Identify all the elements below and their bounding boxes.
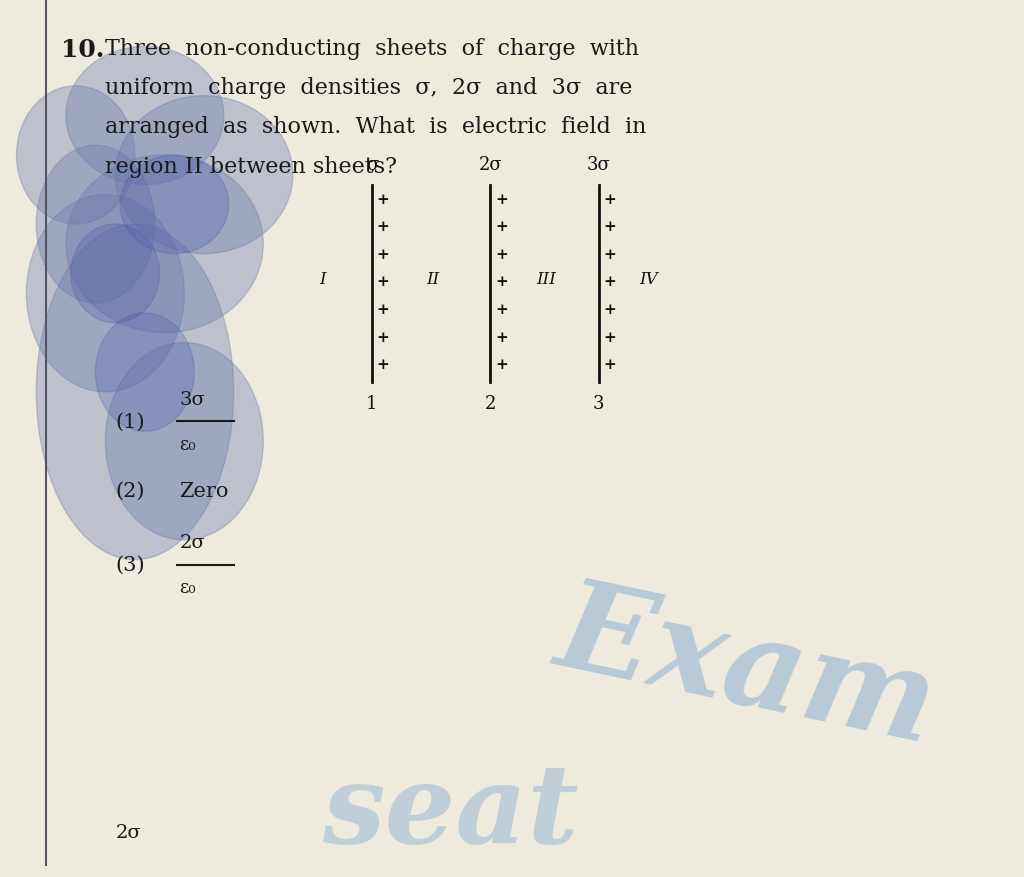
Text: +: + xyxy=(377,247,389,261)
Text: 3: 3 xyxy=(593,395,604,412)
Ellipse shape xyxy=(105,343,263,540)
Ellipse shape xyxy=(95,313,195,431)
Text: +: + xyxy=(377,303,389,317)
Text: 10.: 10. xyxy=(61,38,104,61)
Text: +: + xyxy=(496,193,508,207)
Text: +: + xyxy=(496,358,508,372)
Text: 3σ: 3σ xyxy=(587,155,610,174)
Text: 3σ: 3σ xyxy=(179,390,205,408)
Text: +: + xyxy=(496,303,508,317)
Text: +: + xyxy=(604,275,616,289)
Text: 2: 2 xyxy=(484,395,496,412)
Ellipse shape xyxy=(16,87,135,225)
Text: uniform  charge  densities  σ,  2σ  and  3σ  are: uniform charge densities σ, 2σ and 3σ ar… xyxy=(105,77,633,99)
Text: ε₀: ε₀ xyxy=(179,436,196,453)
Text: (3): (3) xyxy=(116,555,144,574)
Text: +: + xyxy=(496,330,508,344)
Ellipse shape xyxy=(71,225,160,324)
Text: +: + xyxy=(604,303,616,317)
Text: +: + xyxy=(377,275,389,289)
Text: Three  non-conducting  sheets  of  charge  with: Three non-conducting sheets of charge wi… xyxy=(105,38,639,60)
Ellipse shape xyxy=(120,156,228,254)
Text: (2): (2) xyxy=(116,481,144,501)
Ellipse shape xyxy=(66,156,263,333)
Text: +: + xyxy=(377,220,389,234)
Ellipse shape xyxy=(36,225,233,560)
Text: region II between sheets?: region II between sheets? xyxy=(105,156,397,178)
Text: +: + xyxy=(604,193,616,207)
Text: IV: IV xyxy=(639,270,657,288)
Text: (1): (1) xyxy=(116,412,144,431)
Text: +: + xyxy=(496,247,508,261)
Text: +: + xyxy=(377,358,389,372)
Text: 1: 1 xyxy=(367,395,378,412)
Text: 2σ: 2σ xyxy=(116,823,141,841)
Text: ε₀: ε₀ xyxy=(179,579,196,596)
Text: +: + xyxy=(604,358,616,372)
Text: 2σ: 2σ xyxy=(478,155,502,174)
Text: III: III xyxy=(537,270,556,288)
Text: +: + xyxy=(496,220,508,234)
Text: σ: σ xyxy=(366,155,378,174)
Text: Zero: Zero xyxy=(179,481,228,501)
Text: I: I xyxy=(319,270,326,288)
Text: +: + xyxy=(604,247,616,261)
Text: arranged  as  shown.  What  is  electric  field  in: arranged as shown. What is electric fiel… xyxy=(105,117,647,139)
Text: Exam: Exam xyxy=(547,569,947,767)
Ellipse shape xyxy=(27,196,184,392)
Text: II: II xyxy=(426,270,439,288)
Text: +: + xyxy=(496,275,508,289)
Ellipse shape xyxy=(116,96,293,254)
Ellipse shape xyxy=(66,47,224,185)
Text: 2σ: 2σ xyxy=(179,533,205,551)
Text: +: + xyxy=(377,193,389,207)
Text: seat: seat xyxy=(323,758,580,865)
Text: +: + xyxy=(604,220,616,234)
Ellipse shape xyxy=(36,146,155,303)
Text: +: + xyxy=(604,330,616,344)
Text: +: + xyxy=(377,330,389,344)
